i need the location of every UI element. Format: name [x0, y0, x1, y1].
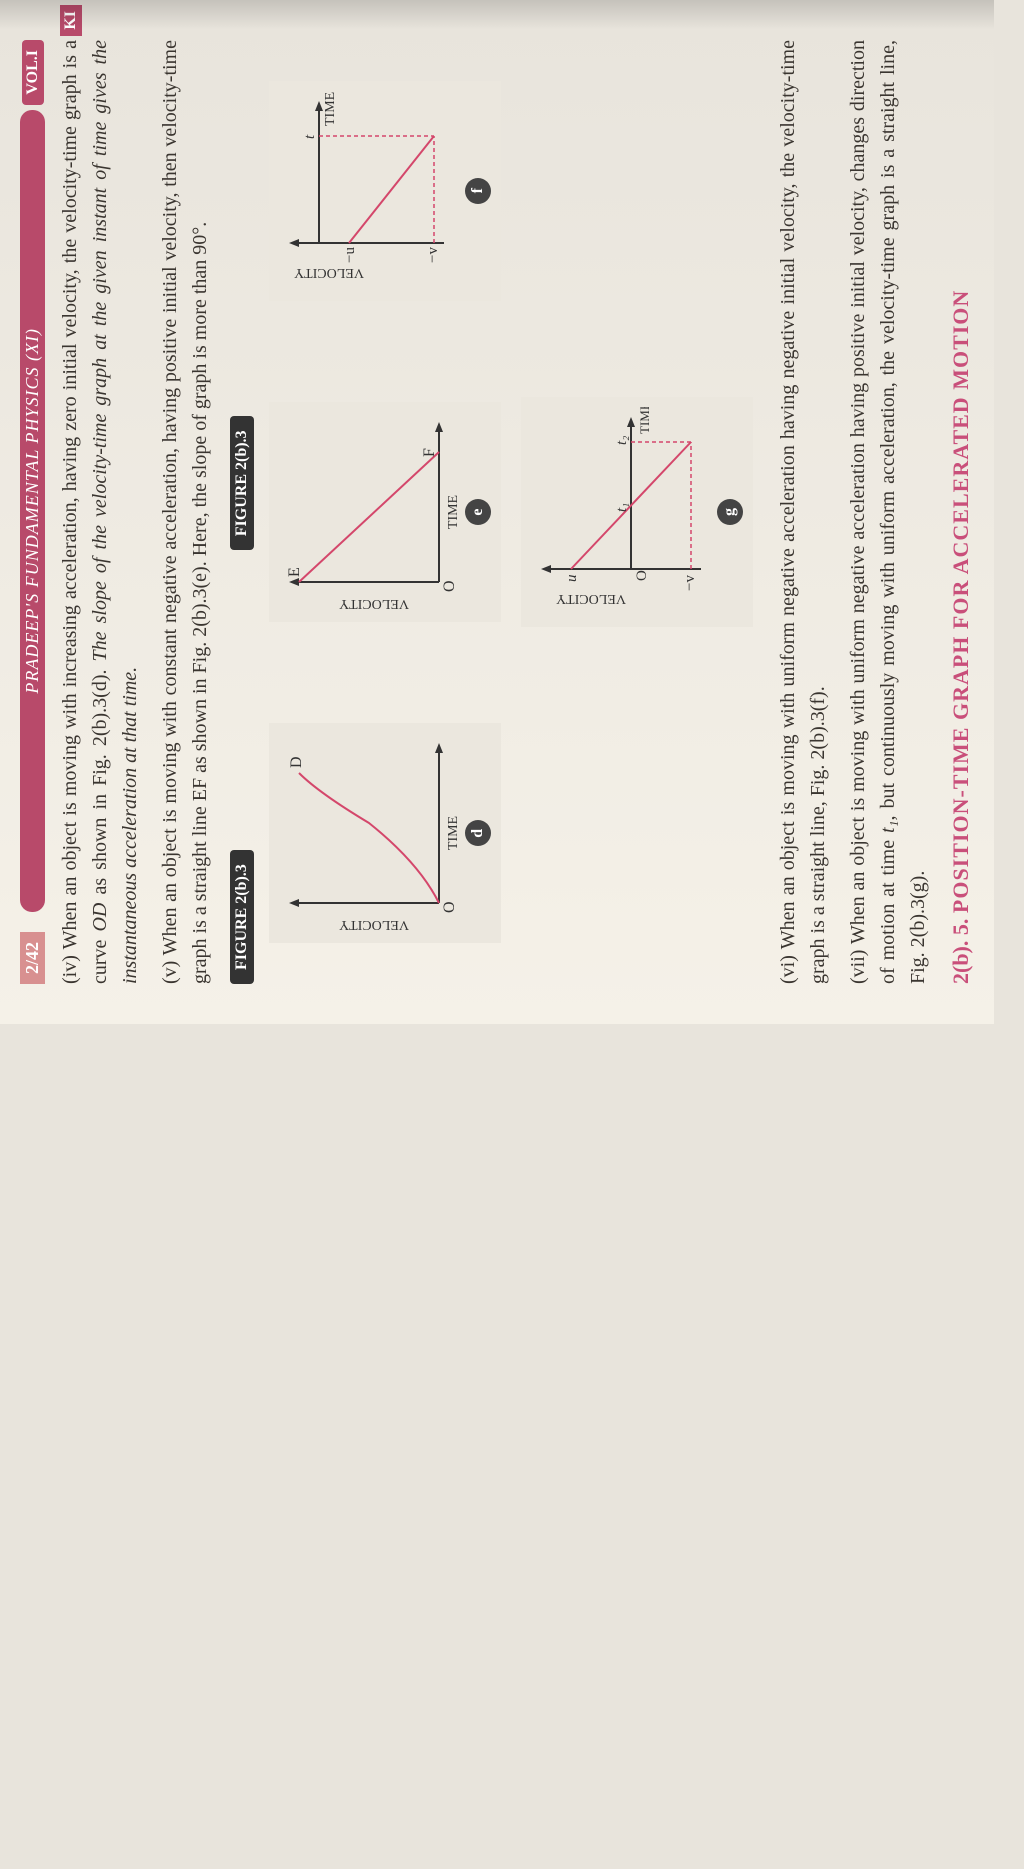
chart-e-origin: O: [441, 580, 458, 592]
page-header: 2/42 PRADEEP'S FUNDAMENTAL PHYSICS (XI) …: [20, 40, 45, 984]
corner-marker: KI: [60, 5, 82, 36]
paragraph-vii: (vii) When an object is moving with unif…: [843, 40, 933, 984]
chart-f-svg: VELOCITY −u −v t TIME: [279, 91, 459, 291]
chart-d-xlabel: TIME: [446, 816, 459, 850]
chart-g-origin: O: [634, 570, 650, 581]
chart-e-svg: VELOCITY E F O TIME: [279, 412, 459, 612]
chart-e-ylabel: VELOCITY: [339, 596, 409, 611]
chart-f-badge: f: [465, 178, 491, 204]
chart-g-svg: VELOCITY u −v O t₁ t₂ TIME: [531, 407, 711, 617]
chart-d-svg: VELOCITY D O TIME: [279, 733, 459, 933]
chart-e: VELOCITY E F O TIME e: [269, 402, 501, 622]
paragraph-v: (v) When an object is moving with consta…: [155, 40, 215, 984]
chart-g-badge: g: [717, 499, 743, 525]
chart-f-v: −v: [425, 246, 441, 262]
section-num: 2(b). 5.: [948, 919, 973, 984]
chart-d-badge: d: [465, 820, 491, 846]
page-edge-shadow: [0, 0, 994, 30]
text-iv-c: as shown in Fig. 2(b).3(d).: [89, 661, 111, 902]
chart-f-ylabel: VELOCITY: [294, 265, 364, 280]
chart-f-xlabel: TIME: [323, 91, 338, 125]
chart-f-u: −u: [342, 246, 358, 262]
chart-e-point-F: F: [421, 448, 438, 457]
figure-tag-right: FIGURE 2(b).3: [230, 416, 254, 550]
volume-label: VOL.I: [22, 40, 44, 105]
text-iv-curve: OD: [89, 903, 111, 932]
chart-d-ylabel: VELOCITY: [339, 917, 409, 932]
chart-g-ylabel: VELOCITY: [556, 591, 626, 606]
chart-g-xlabel: TIME: [637, 407, 652, 434]
chart-d-origin: O: [441, 902, 458, 914]
chart-e-point-E: E: [286, 567, 303, 577]
section-title: POSITION-TIME GRAPH FOR ACCELERATED MOTI…: [948, 290, 973, 913]
chart-g-t1: t₁: [614, 503, 630, 512]
chart-g-u: u: [564, 575, 580, 583]
chart-e-xlabel: TIME: [446, 495, 459, 529]
page-number: 2/42: [20, 932, 45, 984]
figures-row: VELOCITY D O TIME d VELOCITY E: [269, 40, 753, 984]
chart-e-badge: e: [465, 499, 491, 525]
chart-f: VELOCITY −u −v t TIME f: [269, 81, 501, 301]
chart-d-point-D: D: [288, 757, 305, 769]
book-title: PRADEEP'S FUNDAMENTAL PHYSICS (XI): [20, 110, 45, 912]
paragraph-vi: (vi) When an object is moving with unifo…: [773, 40, 833, 984]
chart-g-negv: −v: [682, 575, 698, 591]
chart-g-t2: t₂: [614, 436, 630, 445]
chart-g: VELOCITY u −v O t₁ t₂ TIME g: [521, 397, 753, 627]
textbook-page: 2/42 PRADEEP'S FUNDAMENTAL PHYSICS (XI) …: [0, 0, 994, 1024]
text-vii-t1: t₁: [877, 820, 899, 833]
section-heading: 2(b). 5. POSITION-TIME GRAPH FOR ACCELER…: [948, 40, 974, 984]
chart-f-t: t: [302, 134, 318, 139]
figure-tag-left: FIGURE 2(b).3: [230, 850, 254, 984]
paragraph-iv: (iv) When an object is moving with incre…: [55, 40, 145, 984]
chart-d: VELOCITY D O TIME d: [269, 723, 501, 943]
